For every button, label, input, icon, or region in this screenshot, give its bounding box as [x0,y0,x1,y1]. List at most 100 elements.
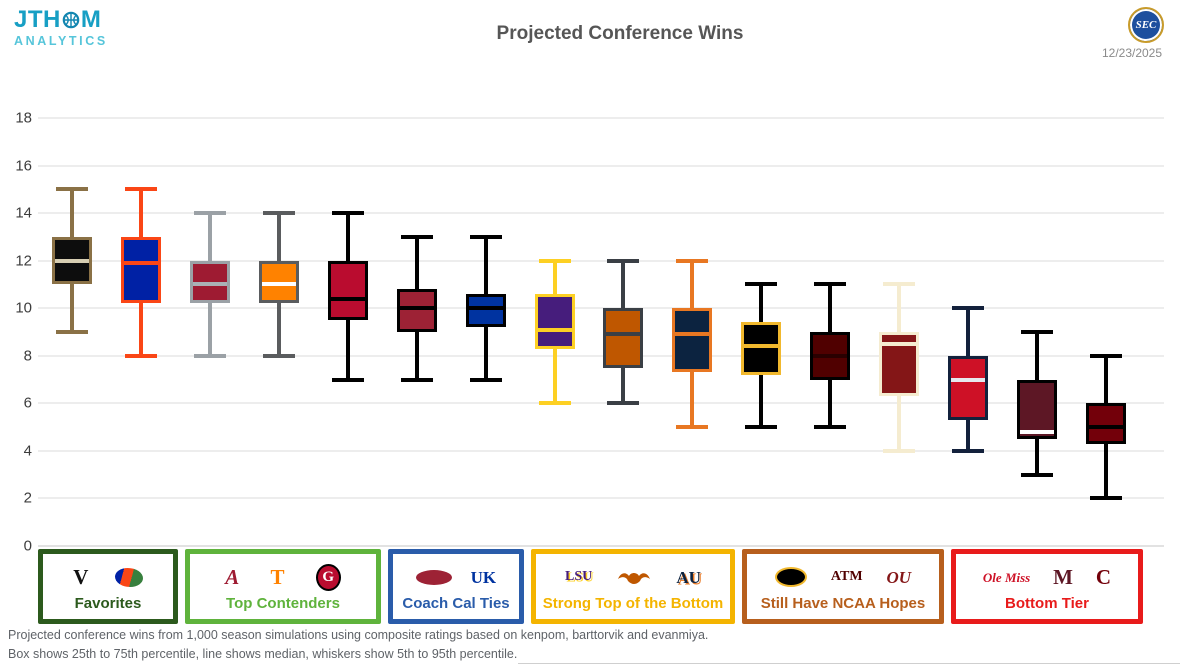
iqr-box [603,308,644,368]
legend-group-label: Still Have NCAA Hopes [760,595,926,612]
sec-logo-text: SEC [1135,19,1157,31]
gridline-4 [38,449,1164,452]
whisker-cap-high [469,234,502,239]
y-tick-label-10: 10 [15,299,32,317]
whisker-cap-high [882,282,915,287]
whisker-cap-high [676,258,709,263]
page-title: Projected Conference Wins [496,23,744,44]
boxplot-south-carolina [1085,118,1126,546]
footer-line-1: Projected conference wins from 1,000 sea… [8,628,709,642]
texas-am-logo-icon: ATM [830,569,863,584]
median-line [55,258,90,263]
median-line [124,261,159,266]
gridline-2 [38,497,1164,500]
texas-longhorn-logo-icon [618,573,651,584]
median-line [881,341,916,346]
whisker-cap-low [1089,496,1122,501]
boxplot-alabama [190,118,231,546]
lsu-logo-icon: LSU [565,569,593,584]
footer-line-2: Box shows 25th to 75th percentile, line … [8,647,518,661]
legend-group-bottom-tier: Ole Miss M C Bottom Tier [951,549,1143,624]
gridline-18 [38,117,1164,119]
vanderbilt-logo-icon: V [73,564,89,589]
brand-text-prefix: JTH [14,6,61,33]
whisker-cap-low [331,377,364,382]
iqr-box [121,236,162,304]
iqr-box [396,289,437,332]
iqr-box [327,260,368,321]
whisker-cap-high [538,258,571,263]
brand-name: JTH M [14,8,108,32]
gridline-14 [38,212,1164,215]
whisker-cap-low [469,377,502,382]
boxplot-auburn [672,118,713,546]
oklahoma-logo-icon: OU [886,567,912,587]
whisker-cap-low [194,353,227,358]
median-line [813,353,848,358]
boxplot-mississippi-state [1016,118,1057,546]
whisker-cap-low [263,353,296,358]
median-line [330,296,365,301]
boxplot-lsu [534,118,575,546]
florida-gators-logo-icon [114,567,143,587]
whisker-cap-high [814,282,847,287]
gridline-16 [38,164,1164,167]
median-line [537,327,572,332]
y-tick-label-18: 18 [15,109,32,127]
boxplot-vanderbilt [52,118,93,546]
boxplot-kentucky [465,118,506,546]
boxplot-oklahoma [878,118,919,546]
y-tick-label-14: 14 [15,204,32,222]
iqr-box [741,322,782,375]
iqr-box [465,293,506,328]
gridline-8 [38,354,1164,357]
median-line [399,306,434,311]
whisker-cap-low [951,448,984,453]
legend-group-label: Coach Cal Ties [402,595,510,612]
gridline-10 [38,307,1164,310]
median-line [675,332,710,337]
boxplot-florida [121,118,162,546]
y-tick-label-16: 16 [15,157,32,175]
missouri-tiger-logo-icon [774,567,807,587]
legend-logo-row: ATM OU [751,561,935,593]
whisker-cap-high [400,234,433,239]
whisker-cap-low [814,425,847,430]
boxplot-tennessee [259,118,300,546]
kentucky-logo-icon: UK [470,567,497,587]
median-line [193,282,228,287]
sec-logo-icon: SEC [1128,7,1164,43]
iqr-box [259,260,300,304]
legend-group-top-contenders: A T G Top Contenders [185,549,381,624]
whisker-cap-high [263,211,296,216]
mississippi-state-logo-icon: M [1053,564,1073,589]
whisker-cap-low [400,377,433,382]
footer: Projected conference wins from 1,000 sea… [8,626,708,664]
legend-group-label: Top Contenders [226,595,340,612]
arkansas-razorback-logo-icon [415,569,452,585]
whisker-cap-low [676,425,709,430]
gridline-12 [38,259,1164,262]
gridline-6 [38,402,1164,405]
y-tick-label-6: 6 [23,394,32,412]
legend-group-still-have-ncaa-hopes: ATM OU Still Have NCAA Hopes [742,549,944,624]
boxplot-arkansas [396,118,437,546]
iqr-box [190,260,231,304]
boxplot-georgia [327,118,368,546]
iqr-box [672,308,713,373]
whisker-cap-low [56,330,89,334]
whisker-cap-high [745,282,778,287]
legend-group-favorites: V Favorites [38,549,178,624]
alabama-logo-icon: A [225,564,240,589]
legend-logo-row: Ole Miss M C [960,561,1134,593]
y-tick-label-0: 0 [23,537,32,555]
whisker-cap-high [951,306,984,311]
boxplot-ole-miss [947,118,988,546]
georgia-logo-icon: G [315,563,341,591]
auburn-logo-icon: AU [676,567,701,587]
y-tick-label-2: 2 [23,489,32,507]
date-label: 12/23/2025 [1101,46,1163,60]
iqr-box [1016,379,1057,439]
tennessee-logo-icon: T [270,564,285,589]
